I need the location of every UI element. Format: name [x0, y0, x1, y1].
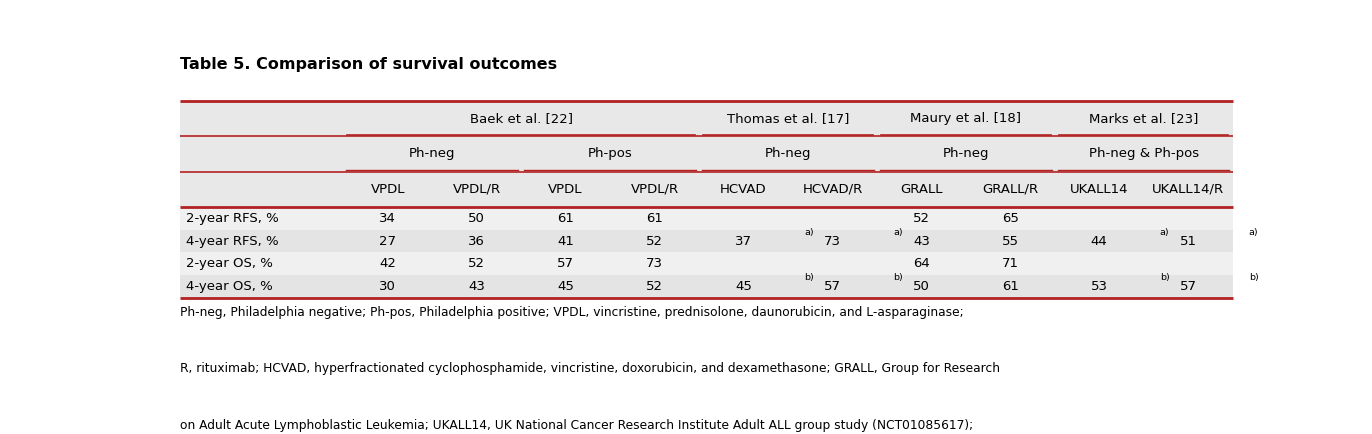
- Text: b): b): [893, 273, 903, 282]
- Text: Ph-neg: Ph-neg: [409, 147, 456, 160]
- Text: on Adult Acute Lymphoblastic Leukemia; UKALL14, UK National Cancer Research Inst: on Adult Acute Lymphoblastic Leukemia; U…: [180, 419, 973, 432]
- Text: b): b): [1249, 273, 1258, 282]
- Text: 61: 61: [646, 212, 663, 225]
- Text: 51: 51: [1180, 234, 1196, 247]
- Text: a): a): [893, 228, 903, 237]
- Bar: [180, 207, 1232, 230]
- Text: 36: 36: [468, 234, 486, 247]
- Text: 71: 71: [1002, 257, 1019, 270]
- Bar: [180, 101, 1232, 207]
- Text: 73: 73: [825, 234, 841, 247]
- Text: R, rituximab; HCVAD, hyperfractionated cyclophosphamide, vincristine, doxorubici: R, rituximab; HCVAD, hyperfractionated c…: [180, 362, 1000, 375]
- Text: 52: 52: [646, 234, 663, 247]
- Text: a): a): [1249, 228, 1258, 237]
- Text: 45: 45: [557, 280, 573, 293]
- Text: b): b): [804, 273, 814, 282]
- Text: Thomas et al. [17]: Thomas et al. [17]: [727, 112, 849, 125]
- Text: 61: 61: [557, 212, 573, 225]
- Text: 43: 43: [468, 280, 486, 293]
- Text: b): b): [1159, 273, 1169, 282]
- Text: 52: 52: [646, 280, 663, 293]
- Text: Baek et al. [22]: Baek et al. [22]: [469, 112, 572, 125]
- Text: 44: 44: [1091, 234, 1107, 247]
- Text: 45: 45: [735, 280, 752, 293]
- Text: Ph-neg: Ph-neg: [943, 147, 989, 160]
- Bar: [180, 230, 1232, 252]
- Text: 61: 61: [1002, 280, 1019, 293]
- Text: VPDL/R: VPDL/R: [453, 183, 501, 196]
- Text: 37: 37: [735, 234, 752, 247]
- Text: VPDL/R: VPDL/R: [630, 183, 679, 196]
- Text: 55: 55: [1002, 234, 1019, 247]
- Text: 41: 41: [557, 234, 573, 247]
- Text: 73: 73: [646, 257, 663, 270]
- Text: a): a): [804, 228, 814, 237]
- Bar: [180, 275, 1232, 298]
- Text: UKALL14: UKALL14: [1070, 183, 1129, 196]
- Text: a): a): [1159, 228, 1169, 237]
- Text: Marks et al. [23]: Marks et al. [23]: [1089, 112, 1198, 125]
- Bar: [180, 252, 1232, 275]
- Text: GRALL: GRALL: [900, 183, 943, 196]
- Text: VPDL: VPDL: [370, 183, 405, 196]
- Text: 43: 43: [912, 234, 930, 247]
- Text: Ph-neg, Philadelphia negative; Ph-pos, Philadelphia positive; VPDL, vincristine,: Ph-neg, Philadelphia negative; Ph-pos, P…: [180, 306, 963, 319]
- Text: 27: 27: [379, 234, 397, 247]
- Text: 50: 50: [912, 280, 930, 293]
- Text: UKALL14/R: UKALL14/R: [1152, 183, 1224, 196]
- Text: 57: 57: [1180, 280, 1196, 293]
- Text: Ph-pos: Ph-pos: [587, 147, 632, 160]
- Text: 30: 30: [379, 280, 397, 293]
- Text: 52: 52: [912, 212, 930, 225]
- Text: 65: 65: [1002, 212, 1019, 225]
- Text: 57: 57: [557, 257, 573, 270]
- Text: 2-year RFS, %: 2-year RFS, %: [187, 212, 279, 225]
- Text: HCVAD: HCVAD: [720, 183, 767, 196]
- Text: Maury et al. [18]: Maury et al. [18]: [911, 112, 1021, 125]
- Text: 4-year RFS, %: 4-year RFS, %: [187, 234, 279, 247]
- Text: 57: 57: [825, 280, 841, 293]
- Text: 4-year OS, %: 4-year OS, %: [187, 280, 273, 293]
- Text: 53: 53: [1091, 280, 1107, 293]
- Text: 34: 34: [379, 212, 397, 225]
- Text: 42: 42: [379, 257, 397, 270]
- Text: HCVAD/R: HCVAD/R: [803, 183, 863, 196]
- Text: 50: 50: [468, 212, 486, 225]
- Text: Ph-neg: Ph-neg: [764, 147, 811, 160]
- Text: 52: 52: [468, 257, 486, 270]
- Text: 2-year OS, %: 2-year OS, %: [187, 257, 273, 270]
- Text: Ph-neg & Ph-pos: Ph-neg & Ph-pos: [1088, 147, 1199, 160]
- Text: Table 5. Comparison of survival outcomes: Table 5. Comparison of survival outcomes: [180, 57, 557, 72]
- Text: VPDL: VPDL: [549, 183, 583, 196]
- Text: GRALL/R: GRALL/R: [982, 183, 1039, 196]
- Text: 64: 64: [912, 257, 930, 270]
